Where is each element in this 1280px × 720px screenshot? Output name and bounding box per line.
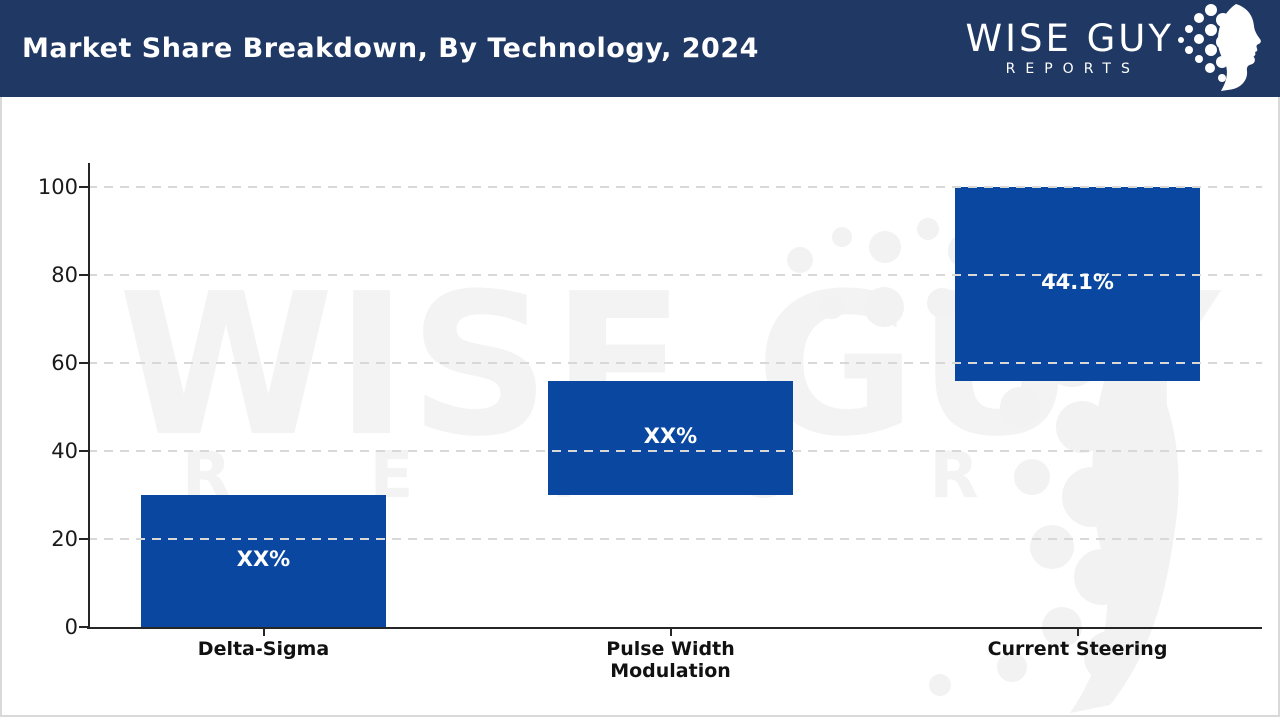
x-axis-category-label-line: Delta-Sigma [197, 638, 330, 660]
card-border-left [0, 97, 2, 717]
bar-value-label: XX% [643, 424, 698, 449]
y-axis-tick-mark [79, 538, 88, 540]
x-axis-category-label-line: Current Steering [987, 638, 1168, 660]
wiseguy-logo-sub: REPORTS [1005, 61, 1140, 77]
bar-segment [548, 381, 793, 495]
wiseguy-logo: WISE GUY REPORTS [966, 2, 1262, 96]
x-axis-tick-mark [262, 628, 265, 636]
gridline [88, 450, 1262, 452]
gridline [88, 186, 1262, 188]
bar-segment [955, 187, 1200, 382]
x-axis-category-label: Pulse Width Modulation [521, 638, 821, 682]
y-axis-tick-label: 60 [51, 351, 78, 375]
wiseguy-logo-name: WISE GUY [965, 17, 1174, 60]
header-bar: Market Share Breakdown, By Technology, 2… [0, 0, 1280, 97]
y-axis-tick-mark [79, 274, 88, 276]
x-axis-line [87, 627, 1262, 629]
x-axis-tick-mark [1076, 628, 1079, 636]
bar-value-label: XX% [236, 547, 291, 571]
x-axis-tick-mark [669, 628, 672, 636]
y-axis-tick-label: 80 [51, 263, 78, 287]
y-axis-tick-label: 40 [51, 439, 78, 463]
y-axis-line [88, 163, 90, 629]
x-axis-category-label-line: Modulation [610, 660, 731, 682]
y-axis-tick-label: 100 [37, 175, 78, 199]
y-axis-tick-mark [79, 186, 88, 188]
card-border-right [1278, 97, 1280, 717]
bar-segment [141, 495, 386, 627]
y-axis-tick-label: 0 [64, 615, 78, 639]
bar-value-label: 44.1% [1041, 270, 1114, 295]
x-axis-category-label: Delta-Sigma [114, 638, 414, 660]
y-axis-tick-label: 20 [51, 527, 78, 551]
card-border-bottom [0, 715, 1280, 717]
x-axis-category-label: Current Steering [928, 638, 1228, 660]
gridline [88, 538, 1262, 540]
wiseguy-face-icon [1176, 2, 1262, 96]
gridline [88, 274, 1262, 276]
wiseguy-logo-text: WISE GUY REPORTS [966, 20, 1174, 77]
y-axis-tick-mark [79, 626, 88, 628]
y-axis-tick-mark [79, 362, 88, 364]
y-axis-tick-mark [79, 450, 88, 452]
page-title: Market Share Breakdown, By Technology, 2… [22, 33, 759, 64]
gridline [88, 362, 1262, 364]
x-axis-category-label-line: Pulse Width [606, 638, 735, 660]
